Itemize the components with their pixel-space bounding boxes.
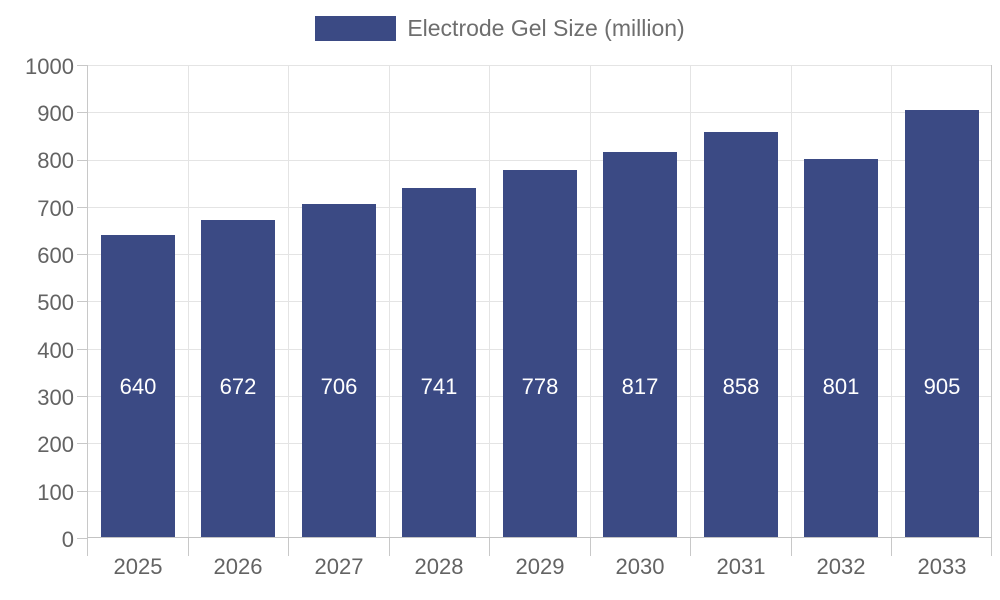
y-tick-mark — [77, 301, 87, 302]
gridline-vertical — [188, 65, 189, 538]
bar-value-label: 706 — [320, 374, 358, 399]
y-tick-mark — [77, 160, 87, 161]
x-tick-label: 2025 — [113, 554, 163, 579]
x-tick-mark — [389, 538, 390, 556]
bar-2030[interactable]: 817 — [603, 152, 677, 538]
gridline-vertical — [791, 65, 792, 538]
x-tick-label: 2027 — [314, 554, 364, 579]
x-tick-label: 2030 — [615, 554, 665, 579]
x-tick-label: 2026 — [213, 554, 263, 579]
gridline-horizontal — [87, 160, 992, 161]
x-tick-label: 2031 — [716, 554, 766, 579]
bar-2025[interactable]: 640 — [101, 235, 175, 538]
y-tick-label: 600 — [37, 243, 74, 268]
y-tick-label: 200 — [37, 432, 74, 457]
y-tick-mark — [77, 491, 87, 492]
chart-legend: Electrode Gel Size (million) — [0, 0, 1000, 56]
y-tick-label: 700 — [37, 196, 74, 221]
bar-2031[interactable]: 858 — [704, 132, 778, 538]
x-tick-mark — [791, 538, 792, 556]
gridline-vertical — [288, 65, 289, 538]
x-tick-mark — [288, 538, 289, 556]
y-tick-mark — [77, 65, 87, 66]
y-tick-mark — [77, 396, 87, 397]
x-tick-mark — [87, 538, 88, 556]
gridline-vertical — [991, 65, 992, 538]
x-tick-mark — [690, 538, 691, 556]
y-tick-label: 500 — [37, 290, 74, 315]
gridline-vertical — [590, 65, 591, 538]
legend-item-electrode-gel-size[interactable]: Electrode Gel Size (million) — [315, 14, 685, 41]
y-tick-label: 900 — [37, 101, 74, 126]
y-tick-mark — [77, 112, 87, 113]
x-tick-mark — [188, 538, 189, 556]
y-tick-mark — [77, 207, 87, 208]
x-tick-mark — [590, 538, 591, 556]
legend-color-swatch-icon — [315, 15, 397, 41]
x-tick-mark — [891, 538, 892, 556]
bar-2032[interactable]: 801 — [804, 159, 878, 538]
gridline-vertical — [87, 65, 88, 538]
gridline-vertical — [489, 65, 490, 538]
bar-value-label: 905 — [923, 374, 961, 399]
y-tick-mark — [77, 349, 87, 350]
bar-2027[interactable]: 706 — [302, 204, 376, 538]
x-tick-label: 2032 — [816, 554, 866, 579]
bar-2029[interactable]: 778 — [503, 170, 577, 538]
y-tick-label: 800 — [37, 148, 74, 173]
y-tick-label: 100 — [37, 480, 74, 505]
legend-item-label: Electrode Gel Size (million) — [407, 14, 685, 41]
x-axis-baseline — [87, 537, 992, 538]
bar-value-label: 640 — [119, 374, 157, 399]
bar-value-label: 858 — [722, 374, 760, 399]
gridline-vertical — [389, 65, 390, 538]
y-axis-ticks — [77, 0, 87, 600]
gridline-vertical — [690, 65, 691, 538]
bar-2026[interactable]: 672 — [201, 220, 275, 538]
plot-area: 640 672 706 741 778 817 858 801 905 — [87, 65, 992, 538]
y-tick-mark — [77, 443, 87, 444]
x-tick-label: 2028 — [414, 554, 464, 579]
y-tick-mark — [77, 538, 87, 539]
y-tick-mark — [77, 254, 87, 255]
gridline-horizontal — [87, 112, 992, 113]
bar-2028[interactable]: 741 — [402, 188, 476, 538]
gridline-vertical — [891, 65, 892, 538]
x-axis-ticks — [87, 538, 992, 556]
y-tick-label: 0 — [61, 527, 74, 552]
x-tick-label: 2033 — [917, 554, 967, 579]
bar-2033[interactable]: 905 — [905, 110, 979, 538]
bar-value-label: 741 — [420, 374, 458, 399]
y-tick-label: 400 — [37, 338, 74, 363]
x-tick-mark — [489, 538, 490, 556]
bar-value-label: 778 — [521, 374, 559, 399]
x-tick-mark — [991, 538, 992, 556]
y-tick-label: 1000 — [25, 54, 74, 79]
bar-value-label: 672 — [219, 374, 257, 399]
bar-value-label: 817 — [621, 374, 659, 399]
y-axis: 1000 900 800 700 600 500 400 300 200 100… — [0, 0, 74, 600]
y-tick-label: 300 — [37, 385, 74, 410]
bar-value-label: 801 — [822, 374, 860, 399]
x-tick-label: 2029 — [515, 554, 565, 579]
gridline-horizontal — [87, 65, 992, 66]
